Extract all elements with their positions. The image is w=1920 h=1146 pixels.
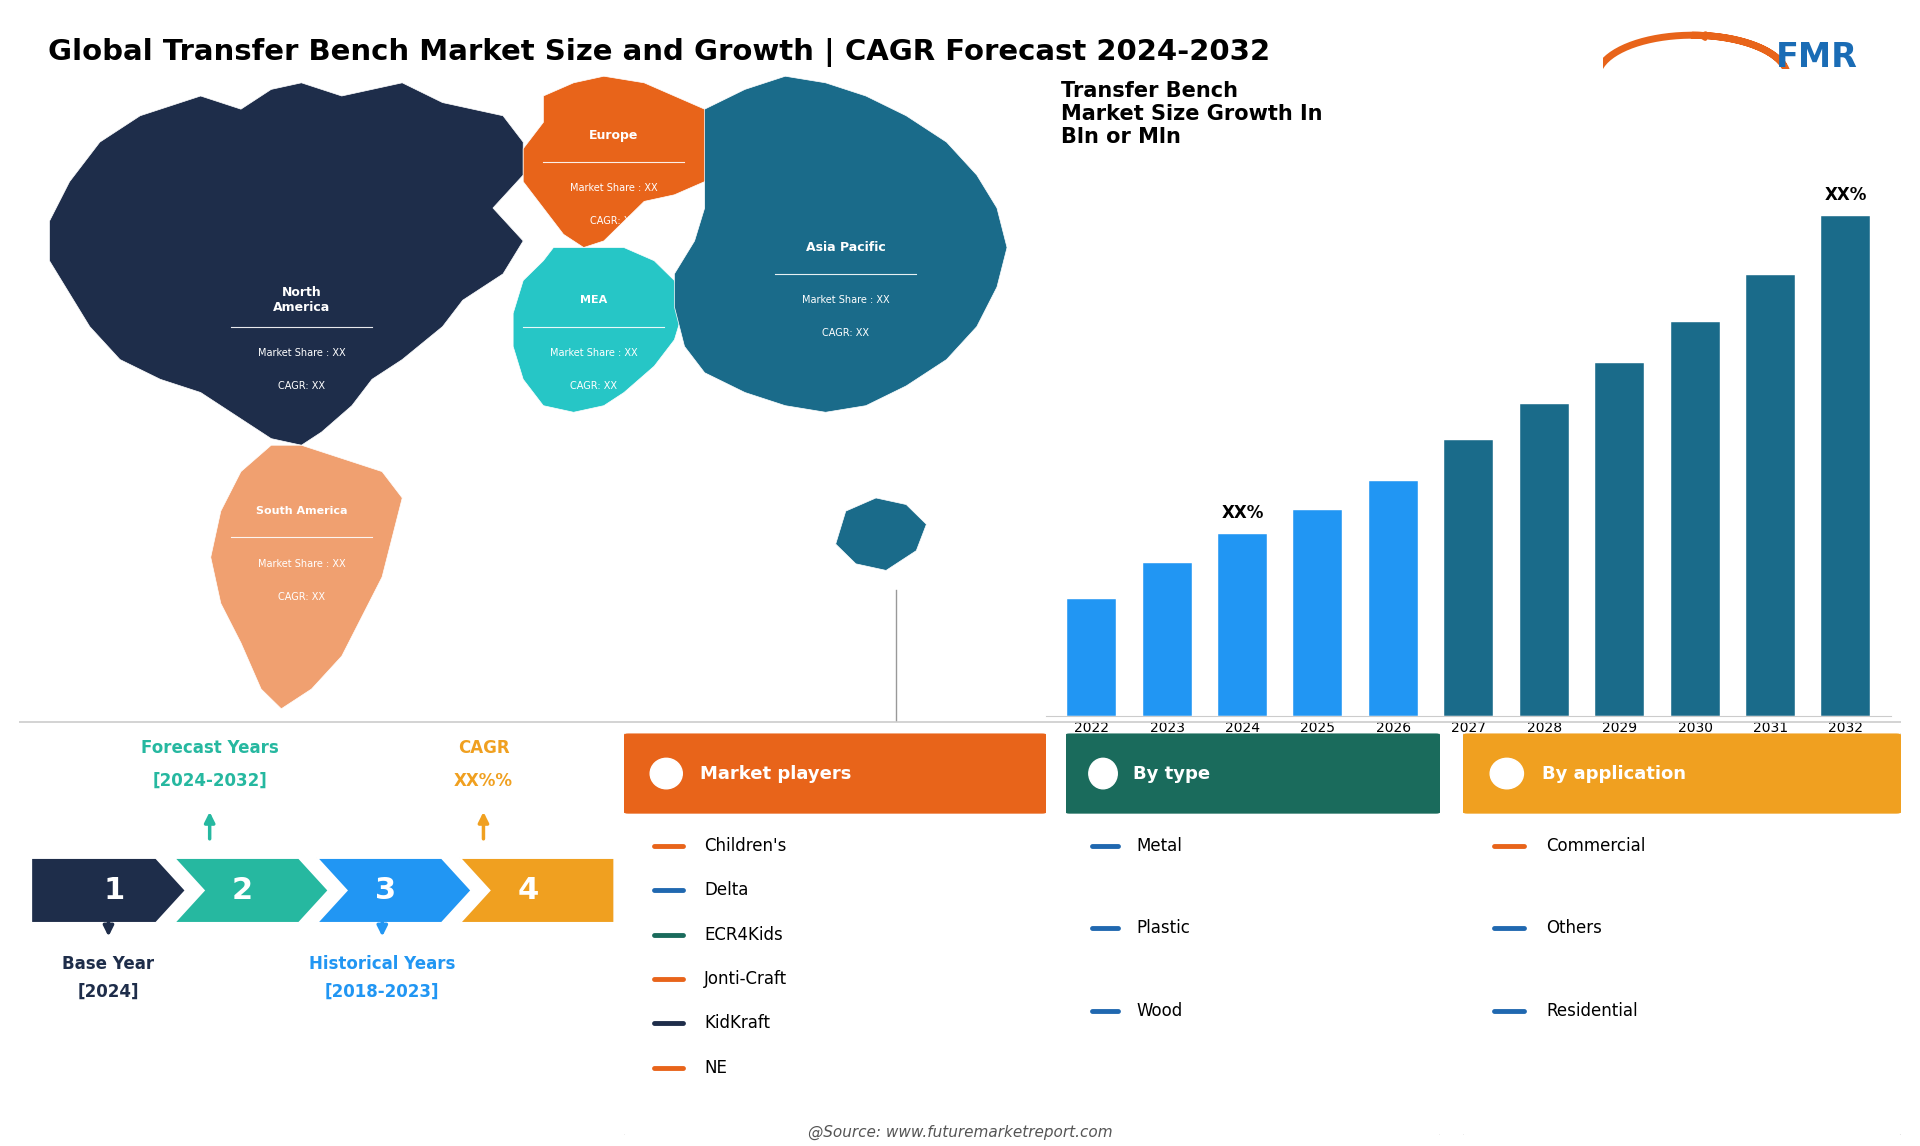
Text: Base Year: Base Year: [63, 955, 154, 973]
Polygon shape: [50, 83, 522, 445]
Text: KidKraft: KidKraft: [705, 1014, 770, 1033]
Text: Market Share : XX: Market Share : XX: [549, 348, 637, 358]
Text: FUTURE MARKET REPORT: FUTURE MARKET REPORT: [1776, 93, 1872, 102]
Bar: [1596, 363, 1644, 716]
Bar: [1521, 405, 1569, 716]
Text: Transfer Bench
Market Size Growth In
Bln or Mln: Transfer Bench Market Size Growth In Bln…: [1062, 80, 1323, 147]
Text: FMR: FMR: [1776, 41, 1859, 74]
Text: CAGR: XX: CAGR: XX: [822, 328, 870, 338]
Text: Children's: Children's: [705, 837, 787, 855]
Text: CAGR: CAGR: [457, 739, 509, 758]
Text: ECR4Kids: ECR4Kids: [705, 926, 783, 943]
Polygon shape: [31, 858, 186, 923]
Polygon shape: [522, 76, 724, 248]
Text: Metal: Metal: [1137, 837, 1183, 855]
Text: Delta: Delta: [705, 881, 749, 900]
Text: [2024]: [2024]: [77, 983, 140, 1002]
Text: Asia Pacific: Asia Pacific: [806, 241, 885, 254]
Bar: [1822, 215, 1870, 716]
Text: CAGR: XX: CAGR: XX: [570, 380, 616, 391]
Text: Historical Years: Historical Years: [309, 955, 455, 973]
Bar: [1142, 563, 1192, 716]
Polygon shape: [674, 76, 1008, 413]
Polygon shape: [175, 858, 328, 923]
Text: Market Share : XX: Market Share : XX: [803, 296, 889, 305]
Text: 4: 4: [518, 876, 540, 905]
Circle shape: [1490, 759, 1523, 788]
Text: XX%: XX%: [1824, 186, 1866, 204]
Text: Wood: Wood: [1137, 1002, 1183, 1020]
Text: MEA: MEA: [580, 296, 607, 305]
Bar: [1217, 534, 1267, 716]
Text: CAGR: XX: CAGR: XX: [591, 217, 637, 226]
Text: Market Share : XX: Market Share : XX: [257, 348, 346, 358]
Text: Europe: Europe: [589, 129, 639, 142]
Text: Market Share : XX: Market Share : XX: [257, 559, 346, 568]
Text: XX%%: XX%%: [453, 771, 513, 790]
Text: CAGR: XX: CAGR: XX: [278, 591, 324, 602]
Text: XX%: XX%: [1221, 504, 1263, 521]
Text: 3: 3: [374, 876, 396, 905]
FancyBboxPatch shape: [1064, 731, 1442, 1137]
Text: [2024-2032]: [2024-2032]: [152, 771, 267, 790]
Text: Global Transfer Bench Market Size and Growth | CAGR Forecast 2024-2032: Global Transfer Bench Market Size and Gr…: [48, 38, 1271, 66]
Text: @Source: www.futuremarketreport.com: @Source: www.futuremarketreport.com: [808, 1125, 1112, 1140]
Text: CAGR: XX: CAGR: XX: [278, 380, 324, 391]
Text: Market Share : XX: Market Share : XX: [570, 183, 659, 194]
Text: Jonti-Craft: Jonti-Craft: [705, 970, 787, 988]
Circle shape: [651, 759, 682, 788]
Text: Forecast Years: Forecast Years: [140, 739, 278, 758]
Text: NE: NE: [705, 1059, 728, 1077]
Text: Plastic: Plastic: [1137, 919, 1190, 937]
Bar: [1670, 322, 1720, 716]
Bar: [1745, 275, 1795, 716]
Text: [2018-2023]: [2018-2023]: [324, 983, 440, 1002]
Text: South America: South America: [255, 507, 348, 516]
FancyBboxPatch shape: [1062, 733, 1444, 814]
Text: Market players: Market players: [701, 764, 851, 783]
Circle shape: [1089, 759, 1117, 788]
Polygon shape: [835, 497, 927, 571]
Text: By application: By application: [1542, 764, 1686, 783]
FancyBboxPatch shape: [622, 731, 1048, 1137]
Bar: [1444, 440, 1494, 716]
FancyBboxPatch shape: [1461, 731, 1903, 1137]
Bar: [1068, 598, 1116, 716]
Text: Residential: Residential: [1546, 1002, 1638, 1020]
Text: Commercial: Commercial: [1546, 837, 1645, 855]
FancyBboxPatch shape: [620, 733, 1050, 814]
Bar: [1294, 510, 1342, 716]
Text: 1: 1: [104, 876, 125, 905]
Polygon shape: [513, 248, 685, 413]
Bar: [1369, 481, 1417, 716]
Text: Others: Others: [1546, 919, 1601, 937]
Polygon shape: [459, 858, 614, 923]
Text: North
America: North America: [273, 286, 330, 314]
Text: 2: 2: [232, 876, 253, 905]
Polygon shape: [211, 445, 403, 708]
Polygon shape: [317, 858, 472, 923]
FancyBboxPatch shape: [1459, 733, 1905, 814]
Text: By type: By type: [1133, 764, 1210, 783]
